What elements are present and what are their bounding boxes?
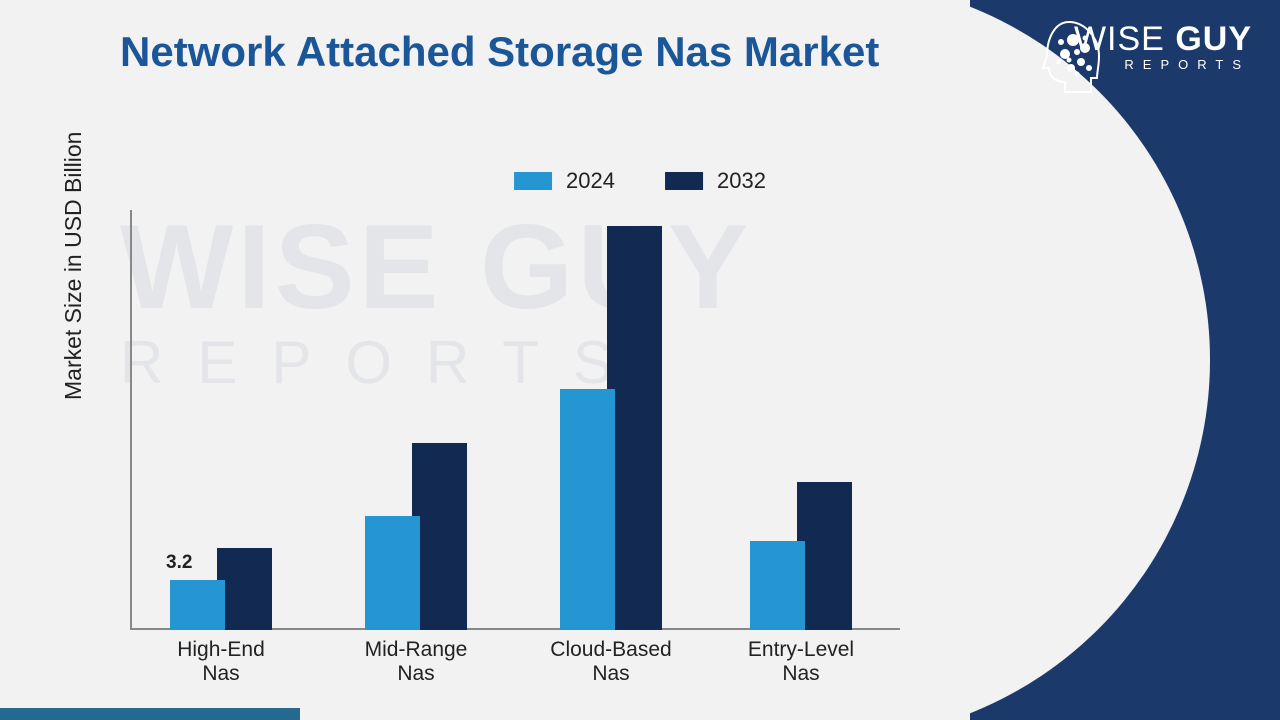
- bar: [365, 516, 420, 630]
- legend-label-2024: 2024: [566, 168, 615, 194]
- x-tick-label: High-EndNas: [141, 630, 301, 686]
- brand-word-guy: GUY: [1175, 20, 1252, 58]
- legend-label-2032: 2032: [717, 168, 766, 194]
- legend-item-2032: 2032: [665, 168, 766, 194]
- legend: 2024 2032: [514, 168, 766, 194]
- chart-canvas: WISE GUY REPORTS Network Attached Storag…: [0, 0, 1280, 720]
- bar: [217, 548, 272, 630]
- right-brand-panel: [970, 0, 1280, 720]
- x-tick-label: Mid-RangeNas: [336, 630, 496, 686]
- brand-logo: WISE GUY REPORTS: [1074, 22, 1252, 71]
- legend-item-2024: 2024: [514, 168, 615, 194]
- x-tick-label: Cloud-BasedNas: [531, 630, 691, 686]
- brand-line-2: REPORTS: [1074, 58, 1252, 71]
- bar: [170, 580, 225, 630]
- bar: [560, 389, 615, 630]
- plot-area: High-EndNasMid-RangeNasCloud-BasedNasEnt…: [130, 210, 890, 630]
- brand-word-wise: WISE: [1074, 20, 1165, 58]
- bar: [750, 541, 805, 630]
- bar-value-label: 3.2: [166, 552, 192, 574]
- bar: [607, 226, 662, 630]
- bar: [412, 443, 467, 630]
- bar: [797, 482, 852, 630]
- brand-line-1: WISE GUY: [1074, 22, 1252, 56]
- y-axis-line: [130, 210, 132, 630]
- y-axis-label: Market Size in USD Billion: [60, 132, 87, 400]
- legend-swatch-2024: [514, 172, 552, 190]
- bottom-accent-bar: [0, 708, 300, 720]
- x-tick-label: Entry-LevelNas: [721, 630, 881, 686]
- chart-title: Network Attached Storage Nas Market: [120, 28, 879, 76]
- legend-swatch-2032: [665, 172, 703, 190]
